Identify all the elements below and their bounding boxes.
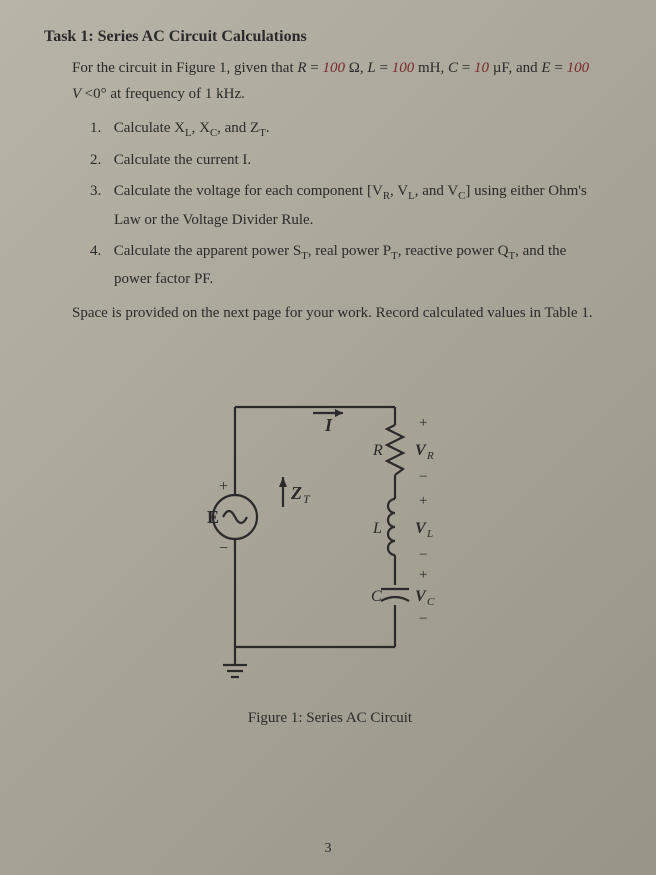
vl-symbol: V	[415, 520, 427, 537]
r-unit: Ω,	[349, 60, 368, 76]
vr-sub: R	[426, 450, 434, 462]
space-note: Space is provided on the next page for y…	[72, 301, 616, 327]
r-symbol: R	[372, 442, 383, 459]
vc-symbol: V	[415, 588, 427, 605]
e-val: 100	[567, 60, 590, 76]
c-eq: =	[458, 60, 474, 76]
q4d: , and the	[515, 243, 566, 259]
v-label: V	[72, 86, 85, 102]
q4a: Calculate the apparent power S	[114, 243, 301, 259]
question-2: 2. Calculate the current I.	[90, 147, 616, 174]
circuit-diagram: E + − Z T I R + V R − L + V L − C + V C …	[175, 367, 485, 687]
vl-minus: −	[419, 547, 427, 563]
e-eq: =	[551, 60, 567, 76]
q3d: ] using either Ohm's	[465, 183, 586, 199]
q3s2: L	[408, 190, 415, 202]
q4b: , real power P	[308, 243, 391, 259]
task-title: Task 1: Series AC Circuit Calculations	[44, 28, 616, 46]
q3a: Calculate the voltage for each component…	[114, 183, 383, 199]
vl-plus: +	[419, 493, 427, 509]
q4s1: T	[301, 250, 308, 262]
c-val: 10	[474, 60, 493, 76]
vr-minus: −	[419, 469, 427, 485]
intro-text: For the circuit in Figure 1, given that …	[72, 56, 616, 107]
l-eq: =	[376, 60, 392, 76]
r-eq: =	[307, 60, 323, 76]
l-val: 100	[392, 60, 418, 76]
question-4: 4. Calculate the apparent power ST, real…	[90, 238, 616, 293]
src-minus: −	[219, 540, 228, 557]
q4-line2: power factor PF.	[114, 266, 616, 293]
i-symbol: I	[324, 415, 333, 435]
q3-line2: Law or the Voltage Divider Rule.	[114, 207, 616, 234]
intro-pre: For the circuit in Figure 1, given that	[72, 60, 297, 76]
c-unit: µF, and	[493, 60, 542, 76]
q4c: , reactive power Q	[398, 243, 509, 259]
q1-mid1: , X	[192, 120, 210, 136]
q3s1: R	[383, 190, 390, 202]
vc-plus: +	[419, 567, 427, 583]
q2-num: 2.	[90, 147, 110, 174]
l-symbol: L	[372, 520, 382, 537]
zt-sub: T	[303, 492, 311, 506]
q1-end: .	[266, 120, 270, 136]
zt-symbol: Z	[290, 483, 302, 503]
q1-sub3: T	[259, 127, 266, 139]
page-number: 3	[325, 841, 332, 857]
r-val: 100	[323, 60, 349, 76]
e-symbol: E	[207, 507, 219, 527]
vc-sub: C	[427, 596, 435, 608]
q4-num: 4.	[90, 238, 110, 265]
angle: <0°	[85, 86, 107, 102]
vr-plus: +	[419, 415, 427, 431]
intro-post: at frequency of 1 kHz.	[107, 86, 245, 102]
figure-caption: Figure 1: Series AC Circuit	[44, 710, 616, 727]
q1-mid2: , and Z	[217, 120, 259, 136]
l-unit: mH,	[418, 60, 448, 76]
src-plus: +	[219, 478, 228, 495]
c-label: C	[448, 60, 458, 76]
q3-num: 3.	[90, 178, 110, 205]
vl-sub: L	[426, 528, 433, 540]
q1-text: Calculate X	[114, 120, 185, 136]
q3c: , and V	[415, 183, 458, 199]
vr-symbol: V	[415, 442, 427, 459]
l-label: L	[367, 60, 375, 76]
e-label: E	[541, 60, 550, 76]
r-label: R	[297, 60, 306, 76]
q2-text: Calculate the current I.	[114, 152, 251, 168]
questions-list: 1. Calculate XL, XC, and ZT. 2. Calculat…	[90, 115, 616, 293]
vc-minus: −	[419, 611, 427, 627]
c-symbol: C	[371, 588, 382, 605]
q3b: , V	[390, 183, 408, 199]
question-3: 3. Calculate the voltage for each compon…	[90, 178, 616, 233]
q1-sub1: L	[185, 127, 192, 139]
question-1: 1. Calculate XL, XC, and ZT.	[90, 115, 616, 143]
figure-wrap: E + − Z T I R + V R − L + V L − C + V C …	[44, 367, 616, 727]
q4s2: T	[391, 250, 398, 262]
q1-num: 1.	[90, 115, 110, 142]
